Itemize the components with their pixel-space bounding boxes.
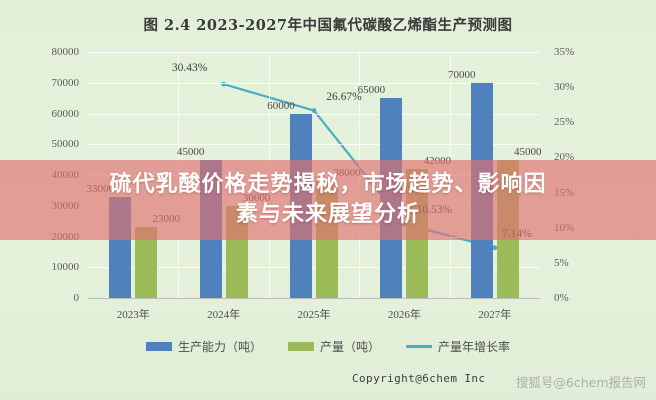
secondary-y-axis-tick-label: 5% bbox=[554, 256, 569, 269]
growth-rate-marker bbox=[492, 245, 498, 251]
legend-item[interactable]: 产量年增长率 bbox=[406, 338, 510, 355]
secondary-y-axis-tick-label: 25% bbox=[554, 116, 575, 129]
x-axis-tick-label: 2024年 bbox=[207, 309, 241, 321]
chart-title: 图 2.4 2023-2027年中国氟代碳酸乙烯酯生产预测图 bbox=[143, 17, 513, 34]
capacity-bar-label: 60000 bbox=[267, 99, 295, 112]
x-axis-tick-label: 2026年 bbox=[387, 309, 421, 321]
y-axis-tick-label: 70000 bbox=[51, 76, 80, 89]
x-axis-tick-label: 2025年 bbox=[297, 309, 331, 321]
gridline bbox=[88, 52, 540, 53]
secondary-y-axis-tick-label: 35% bbox=[554, 46, 575, 58]
x-axis-tick-label: 2027年 bbox=[478, 309, 512, 321]
gridline bbox=[88, 267, 540, 269]
chart-legend: 生产能力（吨） 产量（吨） 产量年增长率 bbox=[0, 338, 656, 355]
watermark-text: 搜狐号@6chem报告网 bbox=[515, 375, 646, 390]
capacity-bar-label: 65000 bbox=[357, 84, 386, 97]
overlay-headline-line-1: 硫代乳酸价格走势揭秘，市场趋势、影响因 bbox=[109, 172, 547, 197]
headline-overlay-banner: 硫代乳酸价格走势揭秘，市场趋势、影响因 素与未来展望分析 bbox=[0, 160, 656, 240]
secondary-y-axis-tick-label: 0% bbox=[554, 292, 569, 304]
overlay-headline-line-2: 素与未来展望分析 bbox=[235, 202, 420, 227]
output-bar-label: 45000 bbox=[514, 145, 542, 158]
legend-label: 产量（吨） bbox=[319, 340, 380, 354]
legend-item[interactable]: 产量（吨） bbox=[287, 338, 380, 355]
legend-item[interactable]: 生产能力（吨） bbox=[145, 338, 262, 355]
y-axis-tick-label: 80000 bbox=[51, 46, 80, 58]
growth-rate-marker bbox=[311, 108, 317, 113]
x-axis-tick-label: 2023年 bbox=[116, 309, 150, 321]
gridline bbox=[88, 82, 540, 84]
secondary-y-axis-tick-label: 30% bbox=[554, 81, 575, 94]
y-axis-tick-label: 60000 bbox=[51, 107, 80, 120]
y-axis-tick-label: 0 bbox=[73, 292, 80, 304]
gridline bbox=[88, 144, 540, 146]
copyright-text: Copyright@6chem Inc bbox=[352, 372, 486, 385]
output-bar bbox=[135, 227, 158, 298]
capacity-bar-label: 45000 bbox=[176, 145, 205, 158]
growth-rate-data-label: 30.43% bbox=[171, 62, 208, 75]
y-axis-tick-label: 10000 bbox=[51, 261, 80, 274]
legend-label: 生产能力（吨） bbox=[177, 340, 262, 354]
legend-line-swatch-icon bbox=[406, 345, 432, 348]
legend-color-swatch-icon bbox=[287, 342, 314, 351]
gridline bbox=[88, 113, 540, 115]
capacity-bar-label: 70000 bbox=[448, 68, 476, 81]
legend-label: 产量年增长率 bbox=[438, 340, 511, 354]
legend-color-swatch-icon bbox=[145, 342, 172, 351]
y-axis-tick-label: 50000 bbox=[51, 138, 80, 151]
gridline bbox=[88, 298, 540, 299]
growth-rate-data-label: 26.67% bbox=[326, 90, 362, 103]
